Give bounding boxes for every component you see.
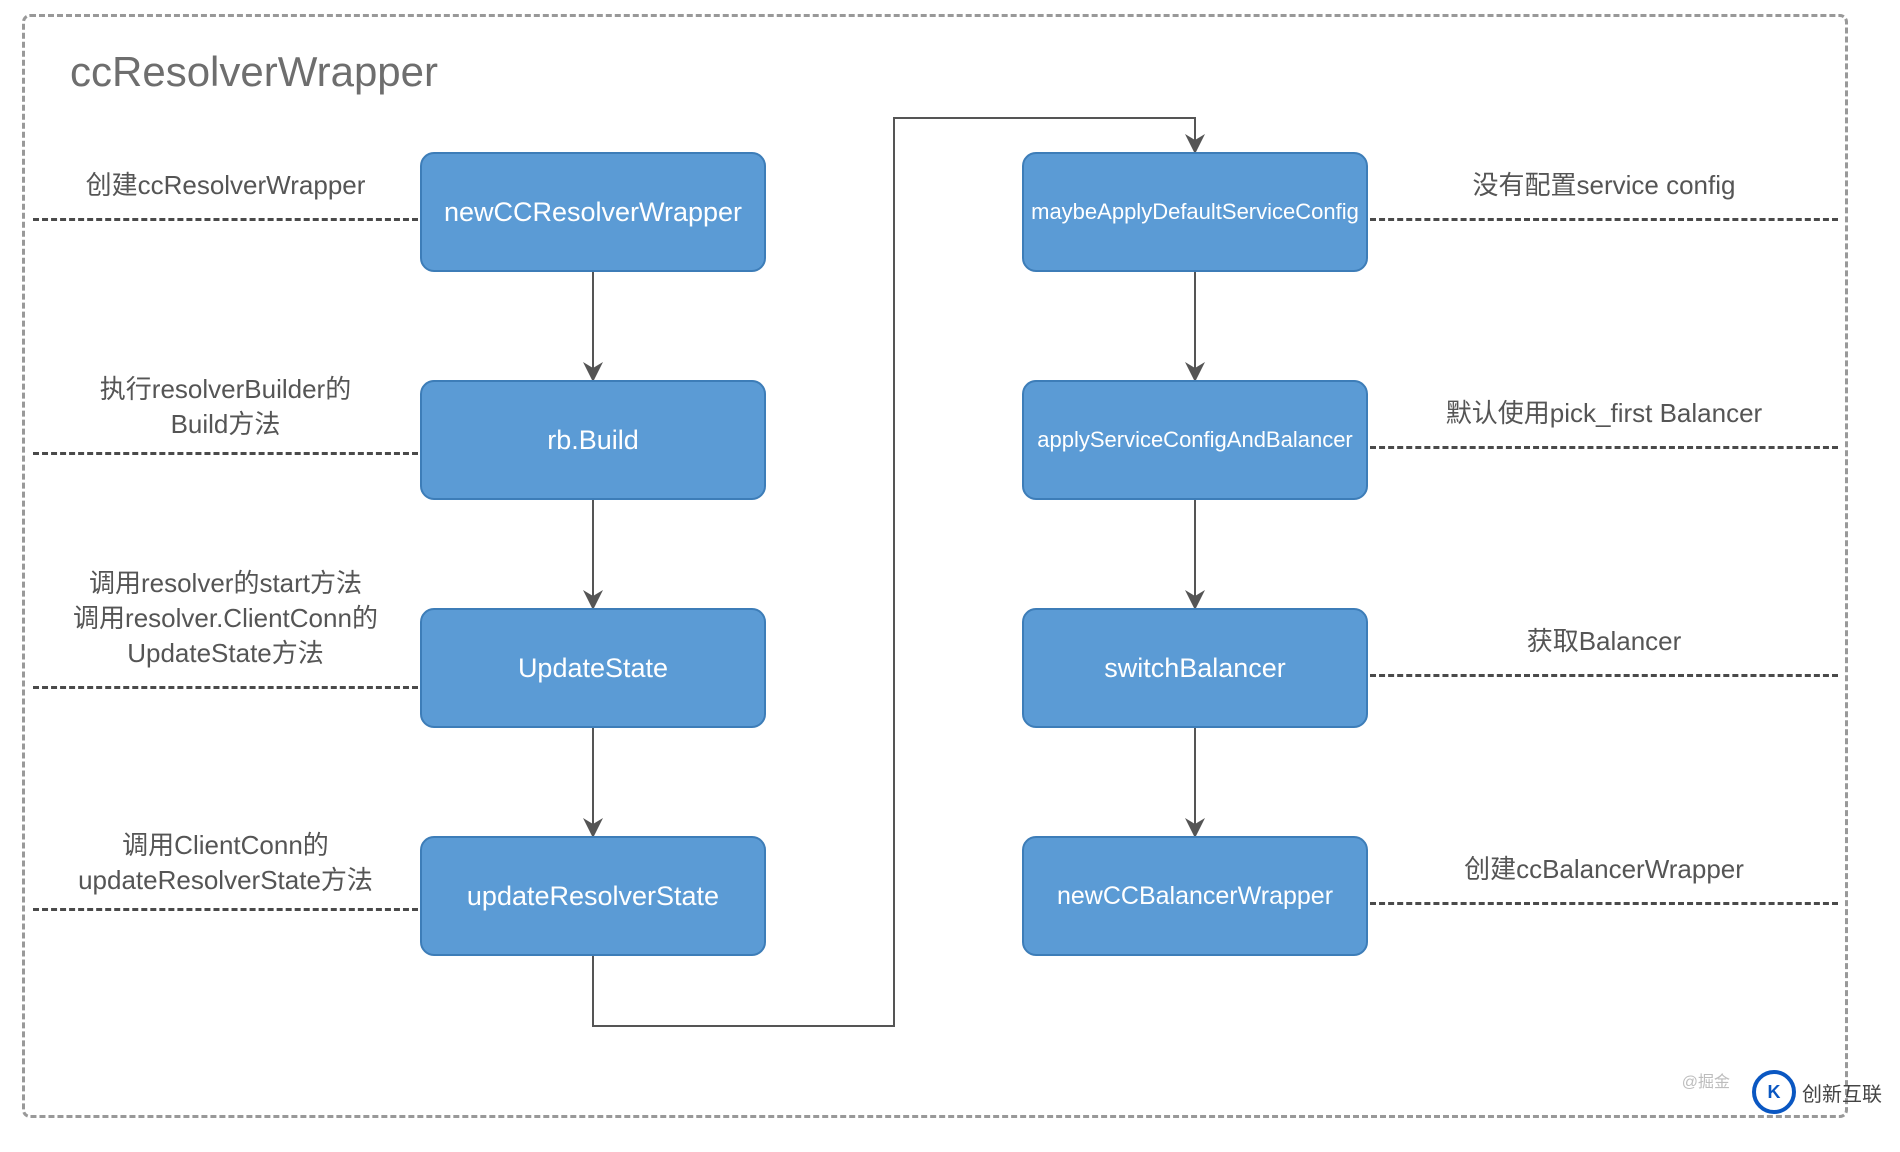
annotation-dash bbox=[1370, 902, 1838, 905]
annotation-right-1: 默认使用pick_first Balancer bbox=[1370, 396, 1838, 431]
annotation-line: 执行resolverBuilder的 bbox=[100, 374, 351, 404]
node-newCCBalancerWrapper: newCCBalancerWrapper bbox=[1022, 836, 1368, 956]
annotation-dash bbox=[33, 218, 418, 221]
annotation-dash bbox=[1370, 674, 1838, 677]
node-maybeApplyDefaultServiceConfig: maybeApplyDefaultServiceConfig bbox=[1022, 152, 1368, 272]
annotation-line: 默认使用pick_first Balancer bbox=[1446, 398, 1762, 428]
node-label: maybeApplyDefaultServiceConfig bbox=[1031, 199, 1359, 225]
node-label: switchBalancer bbox=[1104, 653, 1286, 684]
annotation-line: Build方法 bbox=[171, 409, 281, 439]
node-label: newCCResolverWrapper bbox=[444, 197, 742, 228]
watermark-text: @掘金 bbox=[1682, 1068, 1730, 1092]
diagram-canvas: ccResolverWrapper newCCResolverWrapper r… bbox=[0, 0, 1900, 1152]
node-label: rb.Build bbox=[547, 425, 639, 456]
annotation-dash bbox=[33, 908, 418, 911]
node-newCCResolverWrapper: newCCResolverWrapper bbox=[420, 152, 766, 272]
node-rbBuild: rb.Build bbox=[420, 380, 766, 500]
annotation-line: UpdateState方法 bbox=[127, 638, 324, 668]
annotation-right-0: 没有配置service config bbox=[1370, 168, 1838, 203]
annotation-right-3: 创建ccBalancerWrapper bbox=[1370, 852, 1838, 887]
node-label: newCCBalancerWrapper bbox=[1057, 882, 1333, 911]
annotation-line: 调用resolver的start方法 bbox=[89, 568, 362, 598]
annotation-dash bbox=[1370, 446, 1838, 449]
annotation-line: 调用resolver.ClientConn的 bbox=[73, 603, 378, 633]
annotation-dash bbox=[33, 452, 418, 455]
node-switchBalancer: switchBalancer bbox=[1022, 608, 1368, 728]
annotation-dash bbox=[33, 686, 418, 689]
annotation-line: 获取Balancer bbox=[1527, 626, 1682, 656]
annotation-left-1: 执行resolverBuilder的 Build方法 bbox=[33, 372, 418, 442]
brand-logo-icon: K bbox=[1752, 1070, 1796, 1114]
node-applyServiceConfigAndBalancer: applyServiceConfigAndBalancer bbox=[1022, 380, 1368, 500]
node-UpdateState: UpdateState bbox=[420, 608, 766, 728]
annotation-line: 创建ccResolverWrapper bbox=[86, 170, 366, 200]
node-label: UpdateState bbox=[518, 653, 668, 684]
node-label: updateResolverState bbox=[467, 881, 719, 912]
annotation-left-2: 调用resolver的start方法 调用resolver.ClientConn… bbox=[33, 566, 418, 671]
node-label: applyServiceConfigAndBalancer bbox=[1037, 427, 1353, 453]
brand-text: 创新互联 bbox=[1802, 1078, 1882, 1107]
node-updateResolverState: updateResolverState bbox=[420, 836, 766, 956]
annotation-line: 创建ccBalancerWrapper bbox=[1464, 854, 1744, 884]
brand-logo: K 创新互联 bbox=[1752, 1070, 1882, 1114]
annotation-dash bbox=[1370, 218, 1838, 221]
annotation-line: updateResolverState方法 bbox=[78, 865, 373, 895]
annotation-right-2: 获取Balancer bbox=[1370, 624, 1838, 659]
annotation-line: 调用ClientConn的 bbox=[122, 830, 329, 860]
annotation-left-0: 创建ccResolverWrapper bbox=[33, 168, 418, 203]
annotation-left-3: 调用ClientConn的 updateResolverState方法 bbox=[33, 828, 418, 898]
annotation-line: 没有配置service config bbox=[1473, 170, 1736, 200]
